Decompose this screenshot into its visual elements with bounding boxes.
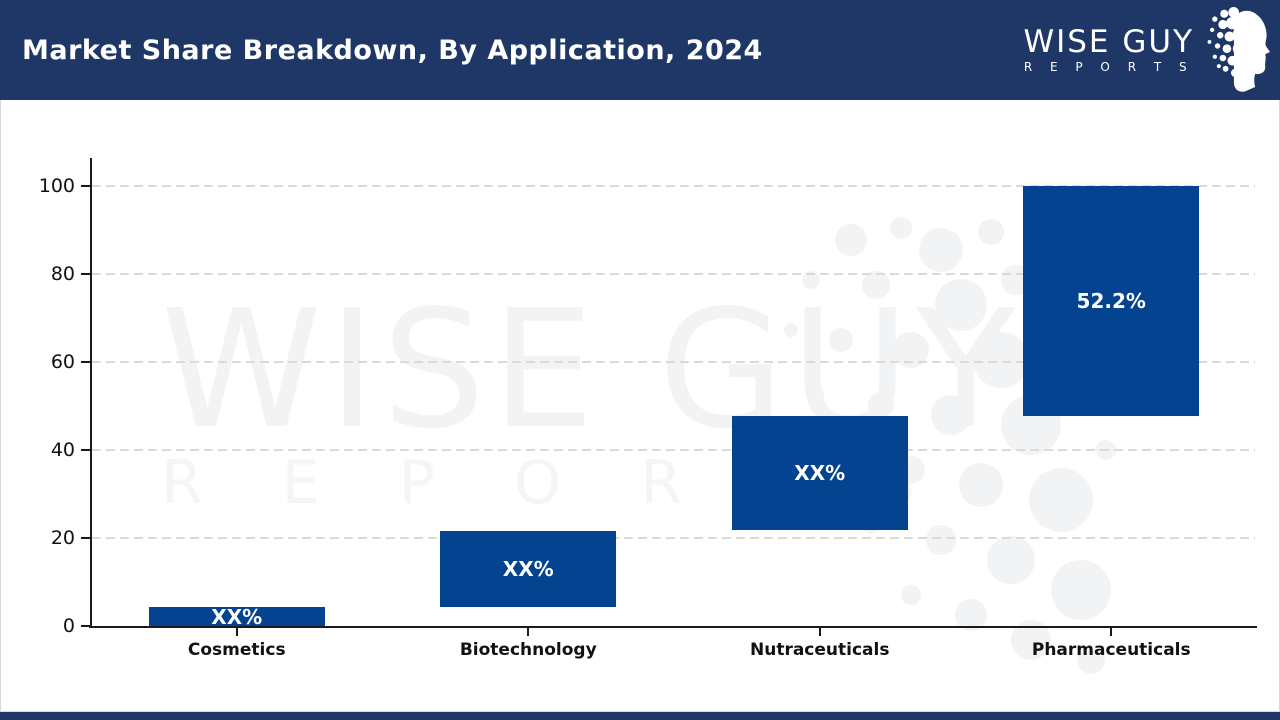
y-axis-tick bbox=[81, 449, 91, 451]
y-axis-tick-label: 40 bbox=[50, 439, 75, 461]
bar-biotechnology: XX% bbox=[440, 530, 617, 607]
y-axis-tick bbox=[81, 185, 91, 187]
gridline bbox=[92, 361, 1255, 363]
header-bar: Market Share Breakdown, By Application, … bbox=[0, 0, 1280, 100]
y-axis-tick bbox=[81, 361, 91, 363]
x-axis-tick bbox=[527, 628, 530, 636]
x-axis-tick bbox=[235, 628, 238, 636]
bar-value-label: XX% bbox=[211, 604, 263, 629]
y-axis-tick bbox=[81, 273, 91, 275]
footer-bar bbox=[0, 712, 1280, 720]
bar-pharmaceuticals: 52.2% bbox=[1023, 186, 1200, 416]
bar-cosmetics: XX% bbox=[148, 604, 325, 629]
logo-face-icon bbox=[1207, 7, 1270, 92]
logo-text: WISE GUY R E P O R T S bbox=[1023, 26, 1194, 75]
y-axis-tick-label: 60 bbox=[50, 351, 75, 373]
page-title: Market Share Breakdown, By Application, … bbox=[22, 34, 763, 66]
y-axis-tick-label: 80 bbox=[50, 263, 75, 285]
y-axis-tick-label: 0 bbox=[62, 615, 75, 637]
chart-area: WISE GUY R E P O R T S 0 20 40 60 80 100 XX% Co… bbox=[0, 100, 1280, 712]
bar-nutraceuticals: XX% bbox=[731, 415, 908, 531]
y-axis-tick-label: 100 bbox=[38, 175, 75, 197]
wise-guy-logo: WISE GUY R E P O R T S bbox=[1023, 7, 1280, 93]
bar-value-label: XX% bbox=[502, 556, 554, 581]
gridline bbox=[92, 185, 1255, 187]
logo-wordmark: WISE GUY bbox=[1023, 23, 1194, 60]
logo-subtext: R E P O R T S bbox=[1023, 60, 1194, 75]
x-axis-tick bbox=[818, 628, 821, 636]
x-axis-category-label: Cosmetics bbox=[187, 640, 286, 660]
bar-value-label: 52.2% bbox=[1076, 288, 1146, 313]
x-axis-category-label: Nutraceuticals bbox=[750, 640, 890, 660]
x-axis-line bbox=[89, 626, 1257, 628]
watermark-subtext: R E P O R T S bbox=[161, 448, 945, 518]
gridline bbox=[92, 449, 1255, 451]
gridline bbox=[92, 273, 1255, 275]
y-axis-line bbox=[90, 158, 92, 628]
bar-value-label: XX% bbox=[794, 460, 846, 485]
x-axis-tick bbox=[1110, 628, 1113, 636]
x-axis-category-label: Biotechnology bbox=[459, 640, 597, 660]
y-axis-tick bbox=[81, 537, 91, 539]
y-axis-tick-label: 20 bbox=[50, 527, 75, 549]
y-axis-tick bbox=[81, 625, 91, 627]
gridline bbox=[92, 537, 1255, 539]
x-axis-category-label: Pharmaceuticals bbox=[1031, 640, 1191, 660]
